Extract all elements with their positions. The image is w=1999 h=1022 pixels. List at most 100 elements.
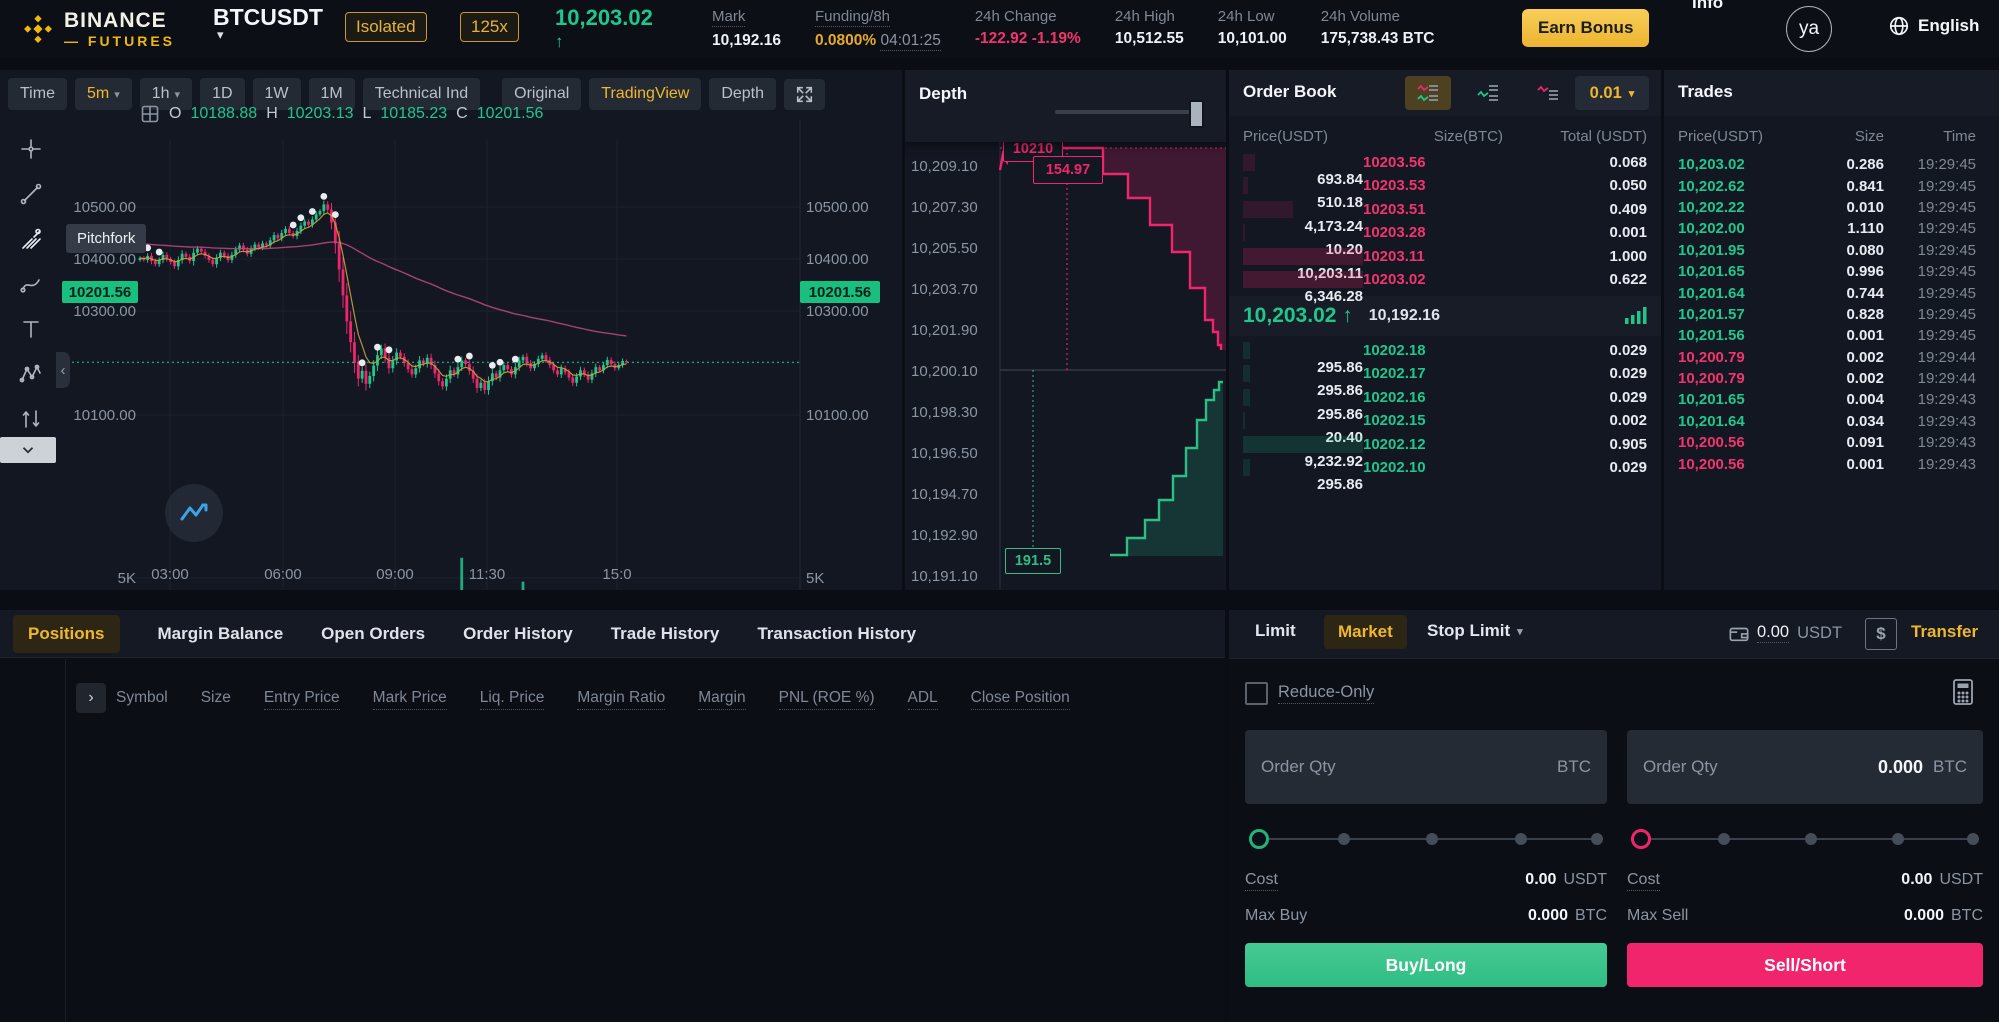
sell-slider-handle[interactable] (1631, 829, 1651, 849)
column-mark-price[interactable]: Mark Price (372, 689, 447, 710)
column-pnl-roe-[interactable]: PNL (ROE %) (778, 689, 875, 710)
toolbar-depth[interactable]: Depth (709, 78, 777, 110)
book-bids-view-button[interactable] (1465, 76, 1511, 110)
trade-row[interactable]: 10,202.22 0.010 19:29:45 (1664, 197, 1999, 218)
convert-currency-button[interactable]: $ (1865, 618, 1897, 650)
symbol-selector[interactable]: BTCUSDT ▾ (213, 4, 323, 41)
toolbar-technical-ind[interactable]: Technical Ind (362, 78, 481, 110)
margin-mode-badge[interactable]: Isolated (345, 12, 427, 42)
trade-row[interactable]: 10,200.79 0.002 19:29:44 (1664, 368, 1999, 389)
column-margin[interactable]: Margin (698, 689, 746, 710)
book-both-view-button[interactable] (1405, 76, 1451, 110)
toolbar-5m[interactable]: 5m ▾ (74, 78, 132, 110)
trades-list: 10,203.02 0.286 19:29:45 10,202.62 0.841 19:2… (1664, 154, 1999, 475)
depth-zoom-slider[interactable] (1055, 100, 1204, 128)
depth-slider-handle[interactable] (1189, 100, 1204, 128)
trade-row[interactable]: 10,201.64 0.744 19:29:45 (1664, 282, 1999, 303)
binance-logo[interactable]: BINANCE — FUTURES (22, 10, 175, 48)
tab-order-history[interactable]: Order History (463, 623, 573, 643)
size-cell: 1.000 (1609, 247, 1647, 265)
tab-open-orders[interactable]: Open Orders (321, 623, 426, 643)
position-tool-icon[interactable] (0, 396, 62, 441)
trade-row[interactable]: 10,200.79 0.002 19:29:44 (1664, 347, 1999, 368)
toolbar-original[interactable]: Original (502, 78, 582, 110)
info-nav-label[interactable]: Info (1692, 0, 1724, 12)
trade-row[interactable]: 10,202.00 1.110 19:29:45 (1664, 218, 1999, 239)
toolbar-time[interactable]: Time (8, 78, 67, 110)
trade-row[interactable]: 10,201.57 0.828 19:29:45 (1664, 304, 1999, 325)
toolbar-tradingview[interactable]: TradingView (589, 78, 702, 110)
leverage-badge[interactable]: 125x (460, 12, 519, 42)
avatar[interactable]: ya (1786, 6, 1832, 52)
order-book-mid-row[interactable]: 10,203.02 ↑ 10,192.16 (1229, 296, 1661, 336)
order-book-row[interactable]: 10202.18 0.029 295.86 (1229, 342, 1661, 376)
reduce-only-checkbox[interactable] (1245, 682, 1268, 705)
order-book-row[interactable]: 10203.56 0.068 693.84 (1229, 154, 1661, 188)
tab-margin-balance[interactable]: Margin Balance (157, 623, 284, 643)
toolbar-1m[interactable]: 1M (308, 78, 355, 110)
buy-slider-handle[interactable] (1249, 829, 1269, 849)
order-book-row[interactable]: 10202.16 0.029 295.86 (1229, 388, 1661, 423)
buy-leverage-slider[interactable] (1249, 829, 1603, 849)
trade-row[interactable]: 10,201.95 0.080 19:29:45 (1664, 240, 1999, 261)
order-book-row[interactable]: 10202.12 0.905 9,232.92 (1229, 435, 1661, 470)
crosshair-tool-icon[interactable] (0, 126, 62, 171)
tick-size-dropdown[interactable]: 0.01 ▾ (1575, 76, 1649, 110)
depth-bar (1243, 200, 1294, 218)
trade-row[interactable]: 10,200.56 0.001 19:29:43 (1664, 453, 1999, 474)
trade-row[interactable]: 10,202.62 0.841 19:29:45 (1664, 175, 1999, 196)
language-selector[interactable]: English (1888, 15, 1979, 37)
tab-trade-history[interactable]: Trade History (610, 623, 720, 643)
order-book-row[interactable]: 10202.15 0.002 20.40 (1229, 412, 1661, 446)
fullscreen-icon[interactable] (784, 78, 826, 110)
tab-market[interactable]: Market (1324, 615, 1407, 649)
chart-style-icon[interactable] (140, 104, 160, 124)
trade-row[interactable]: 10,201.65 0.996 19:29:45 (1664, 261, 1999, 282)
trade-row[interactable]: 10,201.56 0.001 19:29:45 (1664, 325, 1999, 346)
candlestick-chart[interactable] (62, 120, 902, 590)
order-book-row[interactable]: 10203.53 0.050 510.18 (1229, 177, 1661, 211)
calculator-icon[interactable] (1951, 678, 1975, 706)
earn-bonus-button[interactable]: Earn Bonus (1522, 9, 1650, 47)
column-margin-ratio[interactable]: Margin Ratio (577, 689, 666, 710)
trade-row[interactable]: 10,203.02 0.286 19:29:45 (1664, 154, 1999, 175)
sell-short-button[interactable]: Sell/Short (1627, 943, 1983, 987)
tab-stop-limit[interactable]: Stop Limit ▾ (1427, 621, 1523, 640)
text-tool-icon[interactable] (0, 306, 62, 351)
brush-tool-icon[interactable] (0, 261, 62, 306)
tab-transaction-history[interactable]: Transaction History (757, 623, 917, 643)
column-size[interactable]: Size (200, 689, 231, 706)
tab-limit[interactable]: Limit (1255, 621, 1296, 640)
column-adl[interactable]: ADL (907, 689, 938, 710)
toolbar-1h[interactable]: 1h ▾ (139, 78, 193, 110)
buy-long-button[interactable]: Buy/Long (1245, 943, 1607, 987)
column-entry-price[interactable]: Entry Price (263, 689, 340, 710)
column-symbol[interactable]: Symbol (116, 689, 168, 706)
depth-bars-icon[interactable] (1625, 307, 1647, 325)
tab-positions[interactable]: Positions (13, 614, 120, 653)
order-book-row[interactable]: 10203.11 1.000 10,203.11 (1229, 247, 1661, 282)
sell-qty-input[interactable]: Order Qty 0.000 BTC (1627, 730, 1983, 804)
order-book-row[interactable]: 10203.28 0.001 10.20 (1229, 224, 1661, 258)
sell-leverage-slider[interactable] (1631, 829, 1979, 849)
column-close-position[interactable]: Close Position (970, 689, 1070, 710)
book-asks-view-button[interactable] (1525, 76, 1571, 110)
toolbar-1w[interactable]: 1W (252, 78, 301, 110)
order-book-row[interactable]: 10203.02 0.622 6,346.28 (1229, 270, 1661, 305)
order-book-row[interactable]: 10203.51 0.409 4,173.24 (1229, 200, 1661, 235)
more-tools-button[interactable] (0, 437, 56, 463)
trade-row[interactable]: 10,201.65 0.004 19:29:43 (1664, 389, 1999, 410)
expand-row-button[interactable]: › (76, 683, 106, 713)
order-book-row[interactable]: 10202.10 0.029 295.86 (1229, 458, 1661, 493)
transfer-link[interactable]: Transfer (1911, 622, 1979, 641)
pitchfork-tool-icon[interactable] (0, 216, 62, 261)
collapse-toolbar-handle[interactable]: ‹ (56, 352, 70, 388)
trade-row[interactable]: 10,201.64 0.034 19:29:43 (1664, 411, 1999, 432)
order-book-row[interactable]: 10202.17 0.029 295.86 (1229, 365, 1661, 399)
pattern-tool-icon[interactable] (0, 351, 62, 396)
column-liq-price[interactable]: Liq. Price (479, 689, 545, 710)
toolbar-1d[interactable]: 1D (200, 78, 245, 110)
trendline-tool-icon[interactable] (0, 171, 62, 216)
trade-row[interactable]: 10,200.56 0.091 19:29:43 (1664, 432, 1999, 453)
buy-qty-input[interactable]: Order Qty BTC (1245, 730, 1607, 804)
